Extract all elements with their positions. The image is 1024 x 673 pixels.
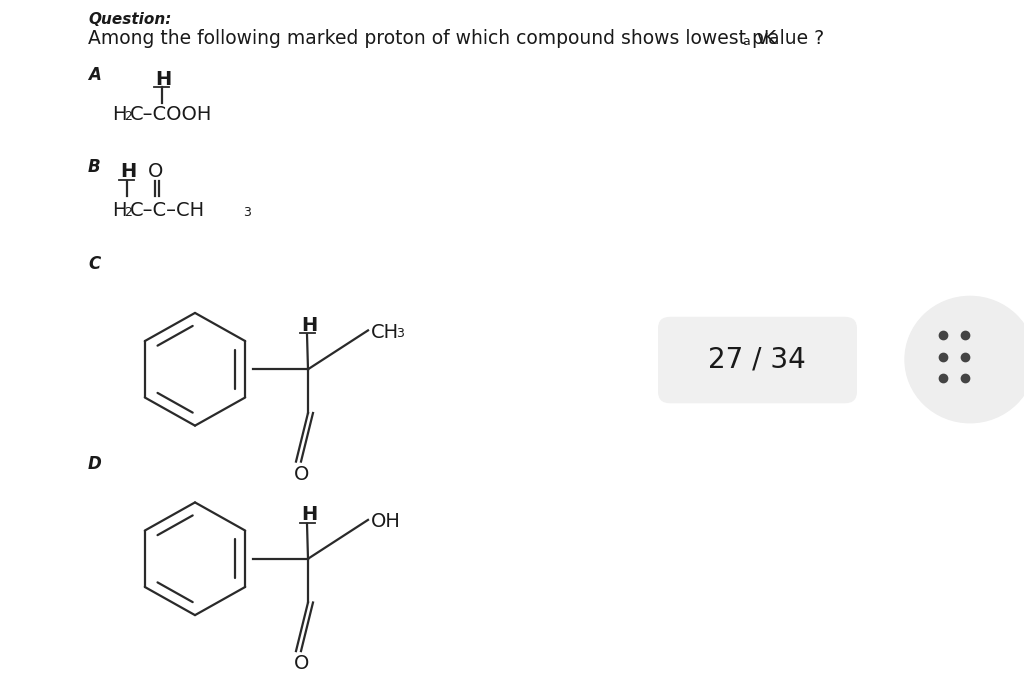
- Text: H: H: [301, 316, 317, 335]
- Text: B: B: [88, 158, 100, 176]
- Text: a: a: [742, 35, 750, 48]
- Text: H: H: [155, 70, 171, 89]
- FancyBboxPatch shape: [658, 317, 857, 403]
- Text: O: O: [294, 654, 309, 673]
- Text: Question:: Question:: [88, 11, 171, 27]
- Text: 2: 2: [124, 206, 132, 219]
- Text: O: O: [148, 162, 164, 181]
- Text: A: A: [88, 66, 101, 84]
- Text: H: H: [120, 162, 136, 181]
- Text: H: H: [112, 105, 127, 124]
- Text: C–C–CH: C–C–CH: [130, 201, 205, 220]
- Text: value ?: value ?: [751, 29, 824, 48]
- Text: 3: 3: [396, 328, 403, 341]
- Text: CH: CH: [371, 322, 399, 342]
- Circle shape: [905, 296, 1024, 423]
- Text: 27 / 34: 27 / 34: [709, 345, 806, 374]
- Text: 3: 3: [243, 206, 251, 219]
- Text: OH: OH: [371, 512, 400, 531]
- Text: D: D: [88, 455, 101, 473]
- Text: Among the following marked proton of which compound shows lowest pK: Among the following marked proton of whi…: [88, 29, 776, 48]
- Text: C: C: [88, 254, 100, 273]
- Text: H: H: [112, 201, 127, 220]
- Text: C–COOH: C–COOH: [130, 105, 212, 124]
- Text: O: O: [294, 464, 309, 483]
- Text: H: H: [301, 505, 317, 524]
- Text: 2: 2: [124, 110, 132, 122]
